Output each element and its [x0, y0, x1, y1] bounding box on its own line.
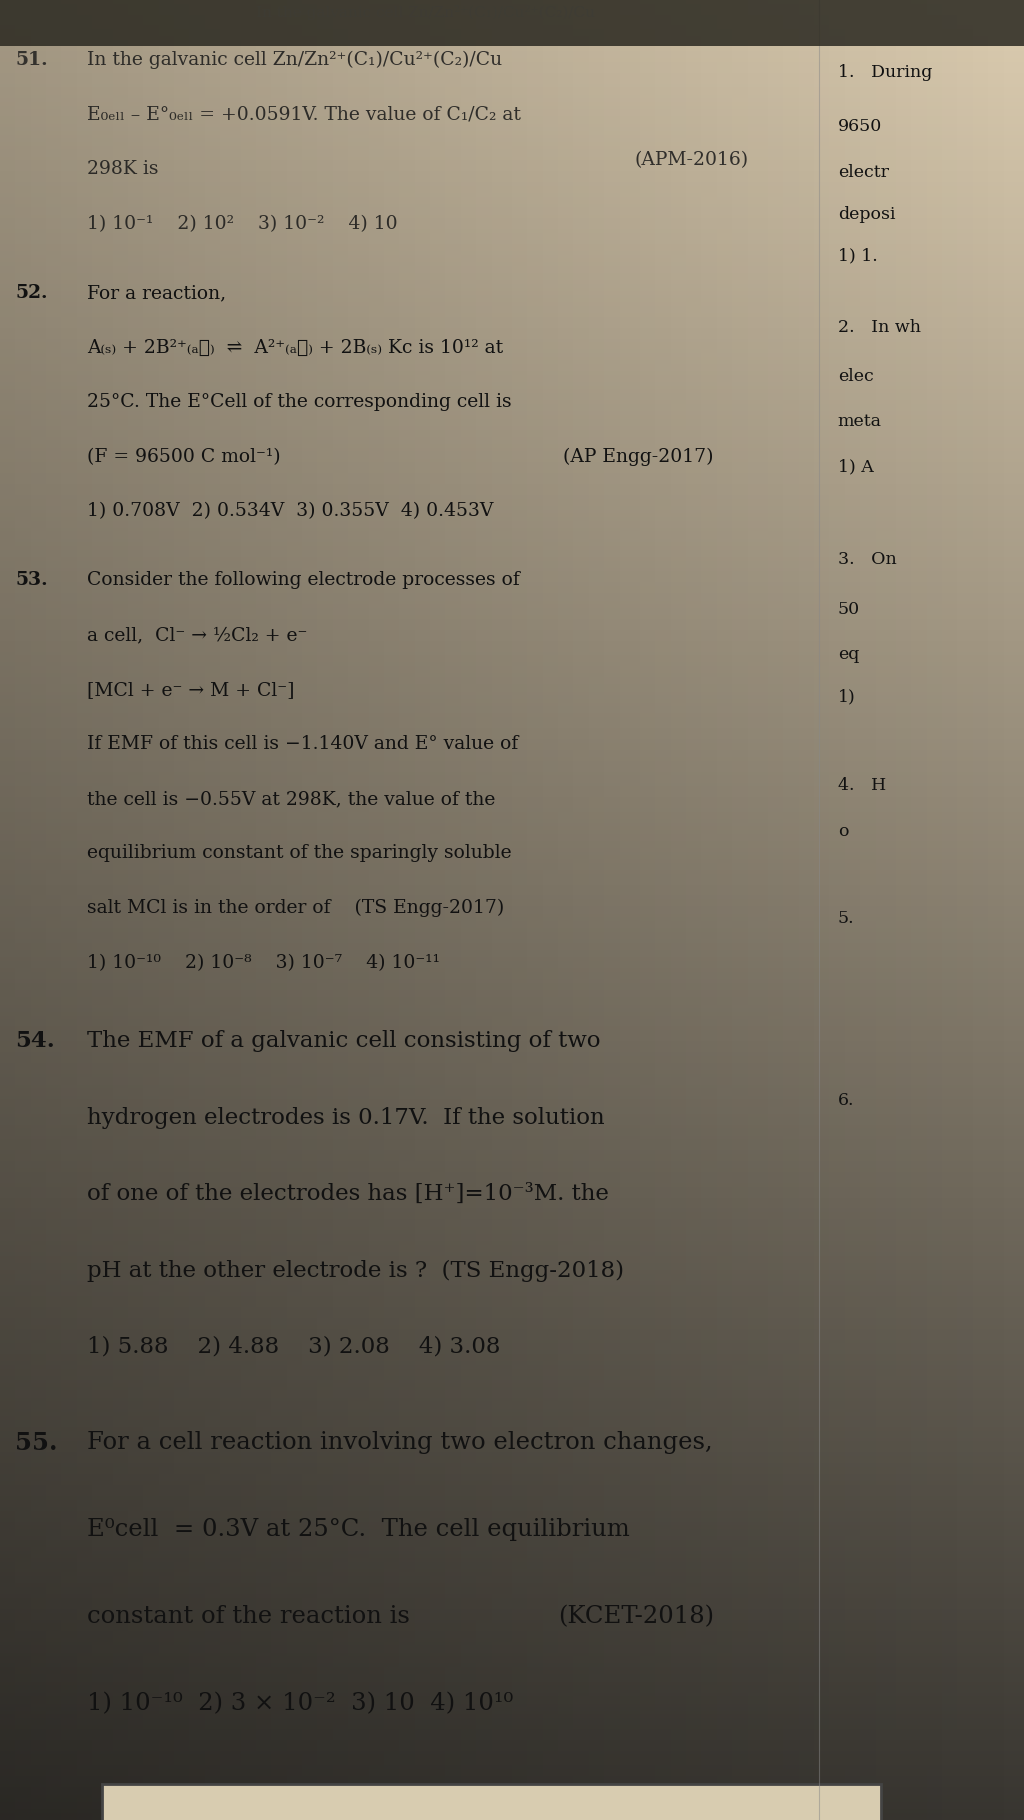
Text: eq: eq	[838, 646, 859, 662]
Text: In the galvanic cell Zn/Zn²⁺(C₁)/Cu²⁺(C₂)/Cu: In the galvanic cell Zn/Zn²⁺(C₁)/Cu²⁺(C₂…	[256, 5, 595, 20]
Text: electr: electr	[838, 164, 889, 180]
Text: E⁰cell  = 0.3V at 25°C.  The cell equilibrium: E⁰cell = 0.3V at 25°C. The cell equilibr…	[87, 1518, 630, 1542]
Text: For a reaction,: For a reaction,	[87, 284, 226, 302]
Text: o: o	[838, 823, 848, 839]
Text: A₍ₛ₎ + 2B²⁺₍ₐ𝓆₎  ⇌  A²⁺₍ₐ𝓆₎ + 2B₍ₛ₎ Kc is 10¹² at: A₍ₛ₎ + 2B²⁺₍ₐ𝓆₎ ⇌ A²⁺₍ₐ𝓆₎ + 2B₍ₛ₎ Kc is …	[87, 339, 503, 357]
Text: 1): 1)	[838, 688, 855, 704]
Text: In the galvanic cell Zn/Zn²⁺(C₁)/Cu²⁺(C₂)/Cu: In the galvanic cell Zn/Zn²⁺(C₁)/Cu²⁺(C₂…	[87, 51, 502, 69]
Text: 1.   During: 1. During	[838, 64, 932, 80]
Text: 1) 5.88    2) 4.88    3) 2.08    4) 3.08: 1) 5.88 2) 4.88 3) 2.08 4) 3.08	[87, 1336, 501, 1358]
Text: ❧  ANSWERS  ❧: ❧ ANSWERS ❧	[397, 1805, 586, 1820]
Text: 1) 0.708V  2) 0.534V  3) 0.355V  4) 0.453V: 1) 0.708V 2) 0.534V 3) 0.355V 4) 0.453V	[87, 502, 494, 521]
Text: 55.: 55.	[15, 1431, 58, 1454]
Text: equilibrium constant of the sparingly soluble: equilibrium constant of the sparingly so…	[87, 844, 512, 863]
Text: 51.: 51.	[15, 51, 48, 69]
Text: [MCl + e⁻ → M + Cl⁻]: [MCl + e⁻ → M + Cl⁻]	[87, 681, 295, 699]
Text: 25°C. The E°Cell of the corresponding cell is: 25°C. The E°Cell of the corresponding ce…	[87, 393, 512, 411]
Text: of one of the electrodes has [H⁺]=10⁻³M. the: of one of the electrodes has [H⁺]=10⁻³M.…	[87, 1183, 609, 1205]
Text: (F = 96500 C mol⁻¹): (F = 96500 C mol⁻¹)	[87, 448, 281, 466]
Text: 53.: 53.	[15, 571, 48, 590]
Text: meta: meta	[838, 413, 882, 430]
Text: 298K is: 298K is	[87, 160, 159, 178]
Text: 3.   On: 3. On	[838, 551, 896, 568]
Text: hydrogen electrodes is 0.17V.  If the solution: hydrogen electrodes is 0.17V. If the sol…	[87, 1107, 604, 1128]
Text: E₀ₑₗₗ – E°₀ₑₗₗ = +0.0591V. The value of C₁/C₂ at: E₀ₑₗₗ – E°₀ₑₗₗ = +0.0591V. The value of …	[87, 106, 521, 124]
Text: pH at the other electrode is ?  (TS Engg-2018): pH at the other electrode is ? (TS Engg-…	[87, 1259, 624, 1281]
Text: 4.   H: 4. H	[838, 777, 886, 794]
Text: 1) 1.: 1) 1.	[838, 248, 878, 264]
Text: 1) 10⁻¹⁰    2) 10⁻⁸    3) 10⁻⁷    4) 10⁻¹¹: 1) 10⁻¹⁰ 2) 10⁻⁸ 3) 10⁻⁷ 4) 10⁻¹¹	[87, 954, 440, 972]
Text: 2.   In wh: 2. In wh	[838, 318, 921, 335]
Text: 9650: 9650	[838, 118, 882, 135]
Text: For a cell reaction involving two electron changes,: For a cell reaction involving two electr…	[87, 1431, 713, 1454]
Text: a cell,  Cl⁻ → ½Cl₂ + e⁻: a cell, Cl⁻ → ½Cl₂ + e⁻	[87, 626, 307, 644]
Text: 6.: 6.	[838, 1092, 854, 1108]
Text: the cell is −0.55V at 298K, the value of the: the cell is −0.55V at 298K, the value of…	[87, 790, 496, 808]
Text: 52.: 52.	[15, 284, 48, 302]
Bar	[102, 1784, 881, 1820]
Text: elec: elec	[838, 368, 873, 384]
Text: (KCET-2018): (KCET-2018)	[558, 1605, 714, 1629]
Text: salt MCl is in the order of    (TS Engg-2017): salt MCl is in the order of (TS Engg-201…	[87, 899, 504, 917]
Bar	[0, 0, 1024, 46]
Text: (AP Engg-2017): (AP Engg-2017)	[563, 448, 714, 466]
Text: 1) 10⁻¹    2) 10²    3) 10⁻²    4) 10: 1) 10⁻¹ 2) 10² 3) 10⁻² 4) 10	[87, 215, 397, 233]
Text: Consider the following electrode processes of: Consider the following electrode process…	[87, 571, 520, 590]
Text: 5.: 5.	[838, 910, 854, 926]
Text: deposi: deposi	[838, 206, 895, 222]
Text: 1) A: 1) A	[838, 459, 873, 475]
Text: constant of the reaction is: constant of the reaction is	[87, 1605, 410, 1629]
Text: 1) 10⁻¹⁰  2) 3 × 10⁻²  3) 10  4) 10¹⁰: 1) 10⁻¹⁰ 2) 3 × 10⁻² 3) 10 4) 10¹⁰	[87, 1693, 513, 1716]
Text: 54.: 54.	[15, 1030, 55, 1052]
Text: (APM-2016): (APM-2016)	[635, 151, 749, 169]
Text: If EMF of this cell is −1.140V and E° value of: If EMF of this cell is −1.140V and E° va…	[87, 735, 518, 753]
Text: 50: 50	[838, 601, 860, 617]
Text: The EMF of a galvanic cell consisting of two: The EMF of a galvanic cell consisting of…	[87, 1030, 600, 1052]
